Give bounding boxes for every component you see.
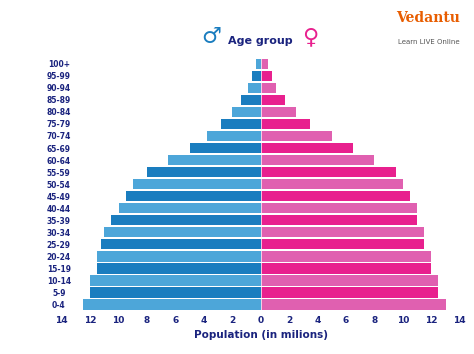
Bar: [97, 251, 261, 262]
Bar: [118, 203, 261, 213]
Bar: [261, 215, 417, 225]
Text: ♂: ♂: [201, 27, 221, 47]
Bar: [261, 275, 438, 286]
Bar: [190, 143, 261, 153]
Bar: [261, 227, 424, 238]
Bar: [261, 179, 403, 189]
Bar: [232, 107, 261, 117]
Text: Age group: Age group: [228, 36, 293, 46]
Bar: [261, 155, 374, 165]
Bar: [261, 191, 410, 201]
Bar: [90, 287, 261, 298]
Bar: [97, 263, 261, 274]
Bar: [261, 239, 424, 250]
Bar: [90, 275, 261, 286]
Bar: [261, 95, 285, 105]
Text: Learn LIVE Online: Learn LIVE Online: [398, 39, 460, 45]
Bar: [248, 82, 261, 93]
Text: ♀: ♀: [302, 27, 319, 47]
Bar: [261, 107, 296, 117]
Bar: [83, 299, 261, 310]
Bar: [261, 203, 417, 213]
Bar: [261, 287, 438, 298]
Bar: [261, 299, 446, 310]
Bar: [261, 82, 276, 93]
Bar: [133, 179, 261, 189]
Bar: [261, 58, 268, 69]
Bar: [168, 155, 261, 165]
Bar: [104, 227, 261, 238]
Bar: [261, 251, 431, 262]
Bar: [261, 263, 431, 274]
Bar: [252, 70, 261, 81]
Bar: [261, 167, 396, 177]
Bar: [111, 215, 261, 225]
Bar: [101, 239, 261, 250]
Bar: [256, 58, 261, 69]
Bar: [261, 119, 310, 129]
Bar: [147, 167, 261, 177]
X-axis label: Population (in milions): Population (in milions): [194, 330, 328, 339]
Bar: [126, 191, 261, 201]
Bar: [261, 131, 332, 141]
Bar: [261, 143, 353, 153]
Bar: [207, 131, 261, 141]
Text: Vedantu: Vedantu: [396, 11, 460, 25]
Bar: [261, 70, 272, 81]
Bar: [241, 95, 261, 105]
Bar: [221, 119, 261, 129]
